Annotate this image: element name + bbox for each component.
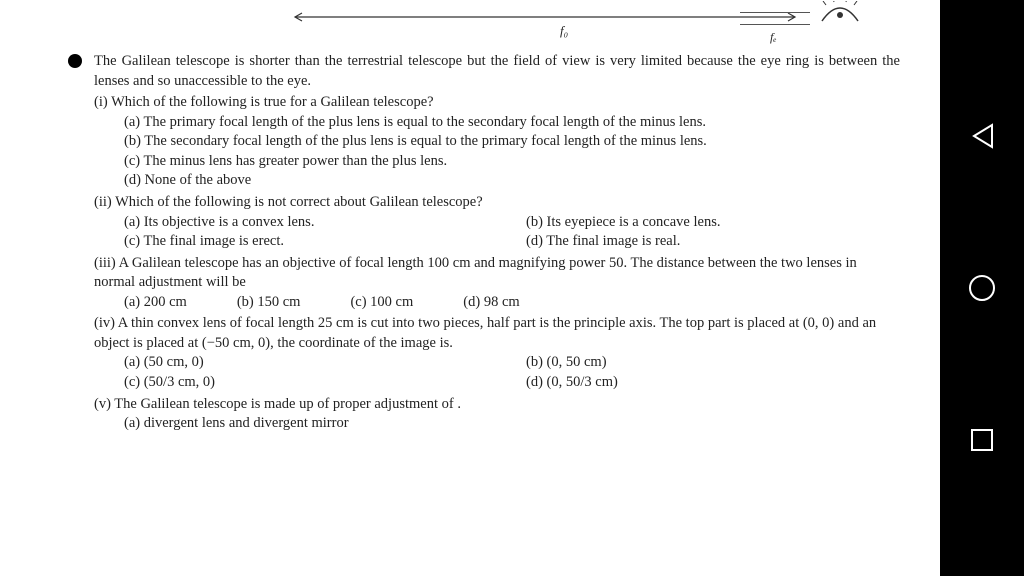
question-text: Which of the following is not correct ab… <box>115 194 483 210</box>
option-label: (b) <box>526 354 547 370</box>
option: (b) Its eyepiece is a concave lens. <box>526 213 900 233</box>
fe-arrow <box>740 24 810 25</box>
question-5: (v) The Galilean telescope is made up of… <box>94 395 900 415</box>
option: (d) (0, 50/3 cm) <box>526 373 900 393</box>
option-label: (c) <box>124 153 143 169</box>
option: (c) 100 cm <box>350 293 413 313</box>
option: (c) The minus lens has greater power tha… <box>124 152 900 172</box>
option: (c) The final image is erect. <box>124 232 498 252</box>
question-4: (iv) A thin convex lens of focal length … <box>94 314 900 353</box>
option-label: (d) <box>463 294 484 310</box>
option: (a) divergent lens and divergent mirror <box>124 414 900 434</box>
option: (d) None of the above <box>124 171 900 191</box>
option-label: (d) <box>526 374 547 390</box>
option-text: The primary focal length of the plus len… <box>143 114 706 130</box>
questions-container: (i) Which of the following is true for a… <box>70 93 900 434</box>
option: (b) The secondary focal length of the pl… <box>124 132 900 152</box>
question-text: A thin convex lens of focal length 25 cm… <box>94 315 876 351</box>
options-container: (a) divergent lens and divergent mirror <box>124 414 900 434</box>
option-label: (a) <box>124 294 144 310</box>
eye-icon <box>820 1 860 25</box>
intro-text: The Galilean telescope is shorter than t… <box>94 53 900 89</box>
option: (d) 98 cm <box>463 293 519 313</box>
option: (c) (50/3 cm, 0) <box>124 373 498 393</box>
document-page: f₀ fₑ The Galilean telescope is shorter … <box>0 0 940 576</box>
options-container: (a) (50 cm, 0) (b) (0, 50 cm) (c) (50/3 cm… <box>124 353 900 392</box>
option: (b) 150 cm <box>237 293 301 313</box>
option-text: The secondary focal length of the plus l… <box>144 133 707 149</box>
option-label: (d) <box>124 172 145 188</box>
android-nav-bar <box>940 0 1024 576</box>
option-label: (b) <box>237 294 258 310</box>
option-text: (50 cm, 0) <box>144 354 204 370</box>
question-text: Which of the following is true for a Gal… <box>111 94 434 110</box>
option-text: (0, 50/3 cm) <box>547 374 618 390</box>
question-text: A Galilean telescope has an objective of… <box>94 255 857 291</box>
question-stem: (ii) Which of the following is not corre… <box>94 193 900 213</box>
option-text: 100 cm <box>370 294 413 310</box>
option-text: (50/3 cm, 0) <box>144 374 215 390</box>
optical-diagram: f₀ fₑ <box>230 6 900 46</box>
question-1: (i) Which of the following is true for a… <box>94 93 900 113</box>
option-text: divergent lens and divergent mirror <box>144 415 349 431</box>
option-text: The final image is erect. <box>143 233 284 249</box>
option: (a) (50 cm, 0) <box>124 353 498 373</box>
option-label: (c) <box>124 233 143 249</box>
option: (a) Its objective is a convex lens. <box>124 213 498 233</box>
option-label: (c) <box>124 374 144 390</box>
option-text: 98 cm <box>484 294 520 310</box>
option: (a) The primary focal length of the plus… <box>124 113 900 133</box>
option-text: (0, 50 cm) <box>547 354 607 370</box>
option-text: The final image is real. <box>546 233 680 249</box>
question-2: (ii) Which of the following is not corre… <box>94 193 900 213</box>
option-label: (a) <box>124 114 143 130</box>
option-text: Its objective is a convex lens. <box>144 214 315 230</box>
question-stem: (v) The Galilean telescope is made up of… <box>94 395 900 415</box>
question-stem: (iv) A thin convex lens of focal length … <box>94 314 900 353</box>
question-number: (v) <box>94 396 114 412</box>
options-container: (a) Its objective is a convex lens. (b) I… <box>124 213 900 252</box>
option-text: 150 cm <box>257 294 300 310</box>
option-label: (b) <box>124 133 144 149</box>
option-label: (a) <box>124 354 144 370</box>
fo-label: f₀ <box>560 22 568 40</box>
question-number: (iv) <box>94 315 118 331</box>
option-label: (b) <box>526 214 547 230</box>
option-text: The minus lens has greater power than th… <box>143 153 447 169</box>
option: (d) The final image is real. <box>526 232 900 252</box>
back-button[interactable] <box>963 117 1001 155</box>
question-3: (iii) A Galilean telescope has an object… <box>94 254 900 293</box>
fe-label: fₑ <box>770 29 776 45</box>
question-text: The Galilean telescope is made up of pro… <box>114 396 461 412</box>
question-stem: (i) Which of the following is true for a… <box>94 93 900 113</box>
question-number: (ii) <box>94 194 115 210</box>
recent-apps-button[interactable] <box>963 421 1001 459</box>
option-label: (a) <box>124 214 144 230</box>
question-number: (i) <box>94 94 111 110</box>
bullet-icon <box>68 54 82 68</box>
option-text: Its eyepiece is a concave lens. <box>547 214 721 230</box>
options-container: (a) 200 cm (b) 150 cm (c) 100 cm (d) 98 cm <box>124 293 900 313</box>
option-label: (a) <box>124 415 144 431</box>
question-stem: (iii) A Galilean telescope has an object… <box>94 254 900 293</box>
home-button[interactable] <box>963 269 1001 307</box>
option-label: (d) <box>526 233 546 249</box>
option: (a) 200 cm <box>124 293 187 313</box>
option: (b) (0, 50 cm) <box>526 353 900 373</box>
intro-paragraph: The Galilean telescope is shorter than t… <box>94 52 900 91</box>
option-text: None of the above <box>145 172 252 188</box>
question-number: (iii) <box>94 255 119 271</box>
option-label: (c) <box>350 294 370 310</box>
focal-length-arrow <box>290 12 800 22</box>
option-text: 200 cm <box>144 294 187 310</box>
options-container: (a) The primary focal length of the plus… <box>124 113 900 191</box>
fe-arrow-top <box>740 12 810 13</box>
